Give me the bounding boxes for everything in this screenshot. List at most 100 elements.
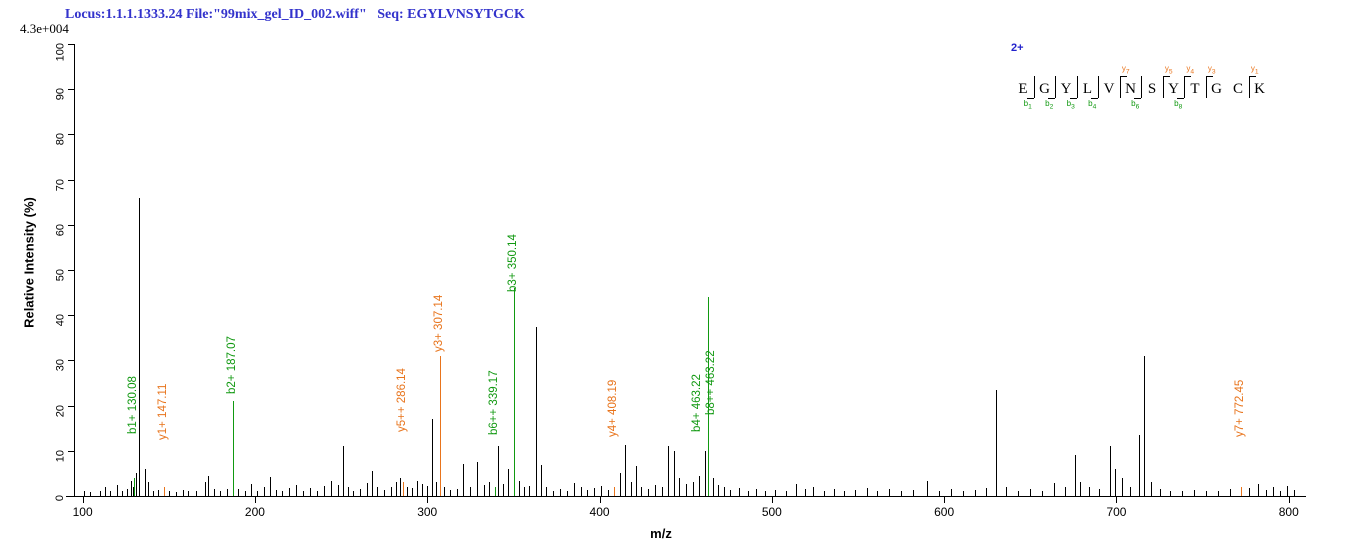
spectrum-peak	[436, 482, 437, 496]
y-tick	[68, 224, 74, 226]
cleavage-mark	[1205, 76, 1207, 98]
spectrum-peak	[730, 489, 731, 496]
spectrum-peak	[127, 488, 128, 496]
spectrum-peak	[693, 482, 694, 496]
residue-letter: L	[1082, 81, 1093, 97]
spectrum-peak	[463, 464, 464, 496]
cleavage-mark	[1076, 76, 1078, 98]
x-tick-label: 700	[1106, 505, 1127, 519]
spectrum-peak	[110, 490, 111, 496]
spectrum-peak	[1206, 491, 1207, 496]
spectrum-peak	[1130, 486, 1131, 496]
x-tick-label: 600	[934, 505, 955, 519]
spectrum-peak	[975, 489, 976, 496]
residue-letter: Y	[1060, 81, 1072, 97]
y-ion-label: y7	[1121, 64, 1130, 76]
cleavage-tick	[1026, 98, 1034, 99]
spectrum-peak	[514, 288, 515, 496]
spectrum-peak	[105, 486, 106, 496]
cleavage-mark	[1248, 76, 1250, 98]
spectrum-peak	[1080, 482, 1081, 496]
spectrum-peak	[403, 482, 404, 496]
spectrum-peak	[257, 490, 258, 496]
x-tick	[427, 497, 429, 503]
peak-label: y7+ 772.45	[1234, 379, 1247, 437]
spectrum-peak	[400, 477, 401, 496]
spectrum-peak	[608, 489, 609, 496]
cleavage-tick	[1091, 98, 1099, 99]
spectrum-peak	[1160, 488, 1161, 496]
spectrum-peak	[324, 486, 325, 496]
b-ion-label: b2	[1045, 99, 1054, 111]
residue-letter: C	[1232, 81, 1244, 97]
y-ion-label: y5	[1164, 64, 1173, 76]
x-tick-label: 300	[417, 505, 438, 519]
x-tick	[599, 497, 601, 503]
cleavage-tick	[1162, 76, 1170, 77]
spectrum-peak	[553, 490, 554, 496]
y-tick	[68, 179, 74, 181]
spectrum-peak	[996, 389, 997, 496]
y-ion-label: y4	[1186, 64, 1195, 76]
spectrum-peak	[84, 490, 85, 496]
spectrum-peak	[877, 490, 878, 496]
spectrum-peak	[133, 486, 134, 496]
spectrum-peak	[251, 484, 252, 496]
cleavage-tick	[1134, 98, 1142, 99]
y-tick	[68, 89, 74, 91]
b-ion-label: b6	[1131, 99, 1140, 111]
peak-label: b8++ 463.22	[705, 350, 718, 415]
spectrum-peak	[1218, 490, 1219, 496]
spectrum-peak	[541, 465, 542, 496]
spectrum-peak	[546, 486, 547, 496]
spectrum-peak	[1294, 489, 1295, 496]
spectrum-peak	[1241, 486, 1242, 496]
spectrum-peak	[384, 489, 385, 496]
y-ion-label: y3	[1207, 64, 1216, 76]
spectrum-peak	[457, 488, 458, 496]
x-tick	[944, 497, 946, 503]
spectrum-peak	[1065, 486, 1066, 496]
residue-letter: V	[1103, 81, 1115, 97]
spectrum-peak	[786, 491, 787, 496]
spectrum-peak	[560, 488, 561, 496]
x-tick	[1116, 497, 1118, 503]
cleavage-tick	[1048, 98, 1056, 99]
x-tick-label: 800	[1278, 505, 1299, 519]
cleavage-tick	[1205, 76, 1213, 77]
spectrum-peak	[276, 489, 277, 496]
spectrum-peak	[417, 480, 418, 496]
spectrum-peak	[1182, 491, 1183, 496]
peak-series	[0, 44, 1362, 496]
spectrum-peak	[748, 490, 749, 496]
spectrum-peak	[834, 488, 835, 496]
cleavage-tick	[1184, 76, 1192, 77]
spectrum-peak	[169, 490, 170, 496]
spectrum-peak	[519, 480, 520, 496]
spectrum-peak	[529, 486, 530, 496]
spectrum-peak	[183, 489, 184, 496]
spectrum-peak	[289, 487, 290, 496]
spectrum-peak	[134, 477, 135, 496]
peak-label: y3+ 307.14	[432, 294, 445, 352]
spectrum-peak	[188, 491, 189, 496]
spectrum-peak	[1230, 488, 1231, 496]
x-tick-label: 100	[72, 505, 93, 519]
spectrum-peak	[377, 486, 378, 496]
b-ion-label: b8	[1174, 99, 1183, 111]
spectrum-peak	[317, 490, 318, 496]
spectrum-peak	[1110, 446, 1111, 496]
spectrum-peak	[477, 461, 478, 496]
locus-file-seq-text: Locus:1.1.1.1333.24 File:"99mix_gel_ID_0…	[65, 7, 525, 22]
residue-letter: E	[1018, 81, 1028, 97]
cleavage-tick	[1119, 76, 1127, 77]
x-tick	[1288, 497, 1290, 503]
spectrum-peak	[1139, 434, 1140, 496]
peak-label: b1+ 130.08	[127, 376, 140, 434]
residue-letter: Y	[1168, 81, 1179, 97]
spectrum-peak	[1249, 487, 1250, 496]
peak-label: b6++ 339.17	[487, 370, 500, 435]
cleavage-mark	[1141, 76, 1143, 98]
spectrum-peak	[939, 490, 940, 496]
spectrum-peak	[674, 450, 675, 496]
